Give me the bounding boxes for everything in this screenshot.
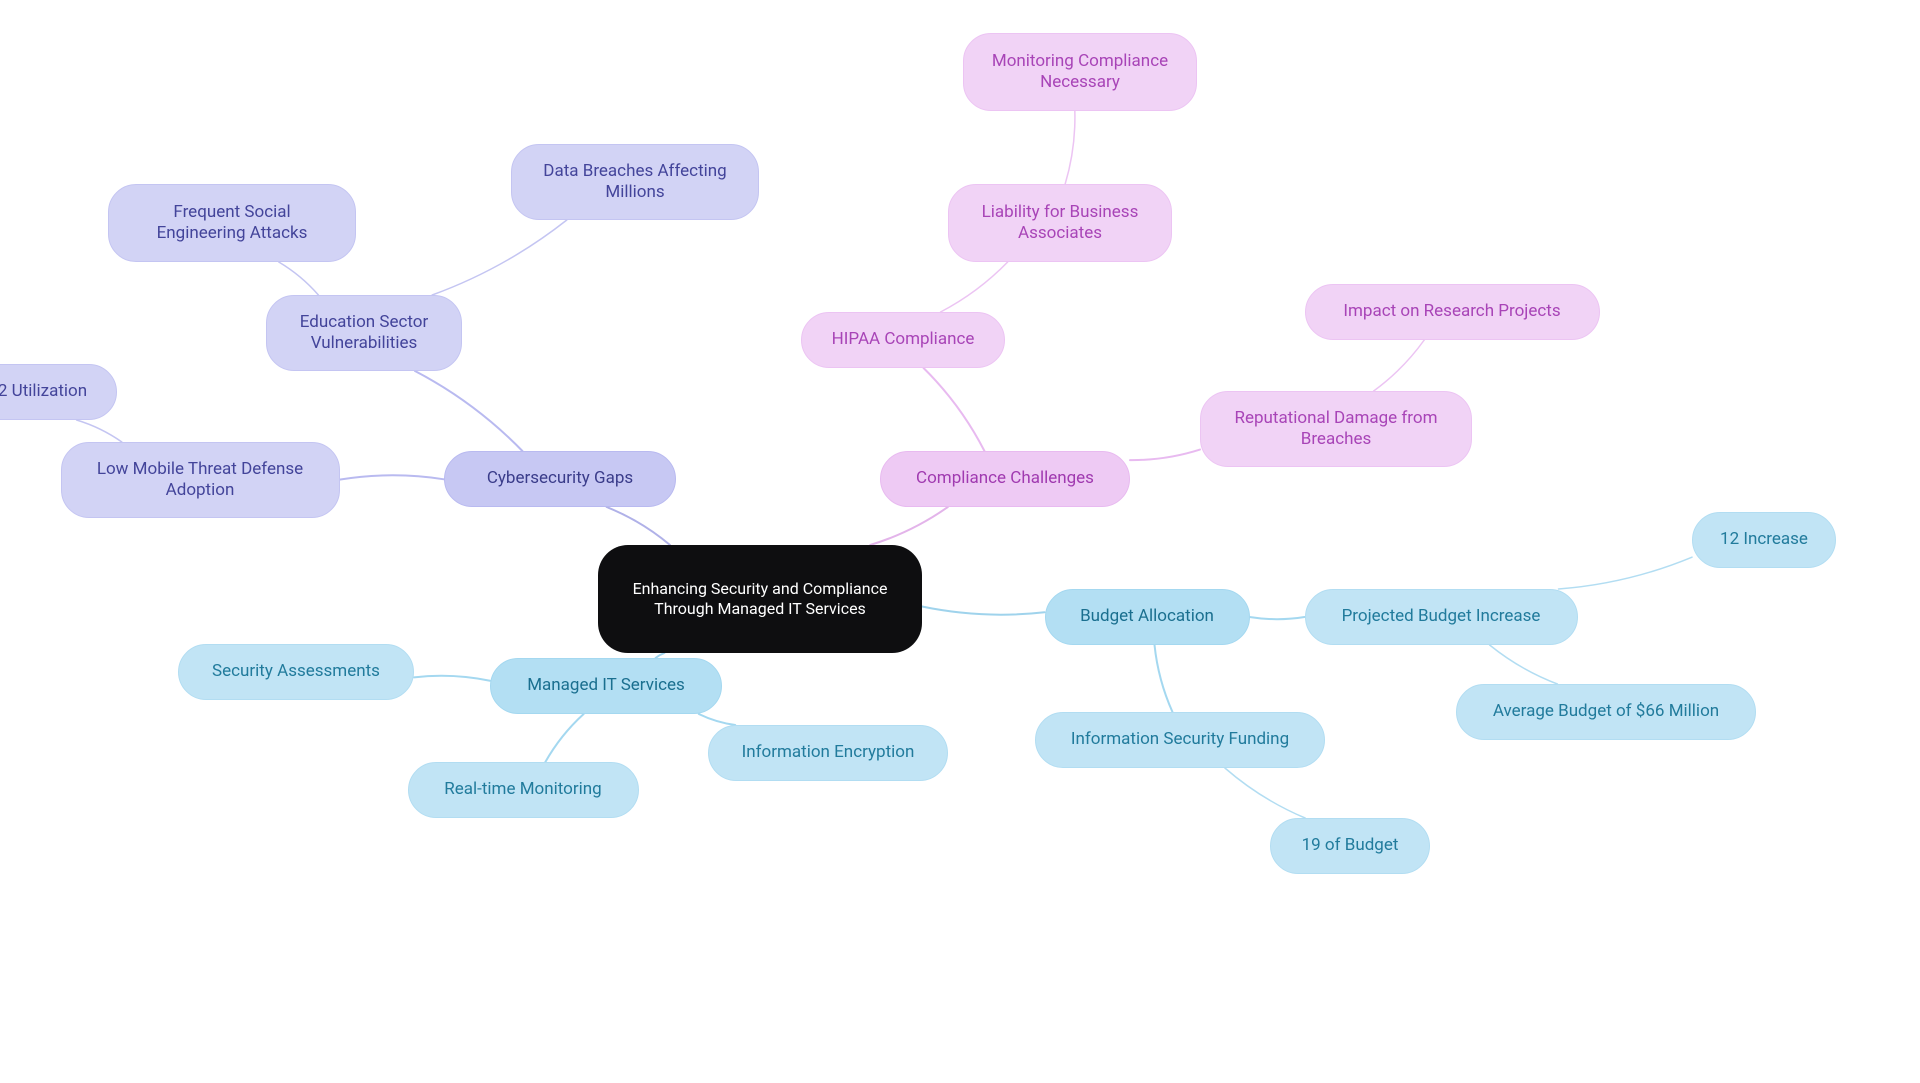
node-12-increase[interactable]: 12 Increase (1692, 512, 1836, 568)
node-information-encryption[interactable]: Information Encryption (708, 725, 948, 781)
mindmap-canvas: Enhancing Security and Compliance Throug… (0, 0, 1920, 1083)
node-budget-allocation[interactable]: Budget Allocation (1045, 589, 1250, 645)
node-low-mobile-threat-defense[interactable]: Low Mobile Threat Defense Adoption (61, 442, 340, 518)
node-data-breaches[interactable]: Data Breaches Affecting Millions (511, 144, 759, 220)
node-liability-business-associates[interactable]: Liability for Business Associates (948, 184, 1172, 262)
node-compliance-challenges[interactable]: Compliance Challenges (880, 451, 1130, 507)
node-realtime-monitoring[interactable]: Real-time Monitoring (408, 762, 639, 818)
node-root[interactable]: Enhancing Security and Compliance Throug… (598, 545, 922, 653)
node-social-engineering-attacks[interactable]: Frequent Social Engineering Attacks (108, 184, 356, 262)
node-19-of-budget[interactable]: 19 of Budget (1270, 818, 1430, 874)
node-hipaa-compliance[interactable]: HIPAA Compliance (801, 312, 1005, 368)
edge-layer (0, 0, 1920, 1083)
node-managed-it-services[interactable]: Managed IT Services (490, 658, 722, 714)
node-average-budget-66m[interactable]: Average Budget of $66 Million (1456, 684, 1756, 740)
node-information-security-funding[interactable]: Information Security Funding (1035, 712, 1325, 768)
node-security-assessments[interactable]: Security Assessments (178, 644, 414, 700)
node-impact-research[interactable]: Impact on Research Projects (1305, 284, 1600, 340)
node-education-sector-vulnerabilities[interactable]: Education Sector Vulnerabilities (266, 295, 462, 371)
node-reputational-damage[interactable]: Reputational Damage from Breaches (1200, 391, 1472, 467)
node-only-12-utilization[interactable]: Only 12 Utilization (0, 364, 117, 420)
node-cybersecurity-gaps[interactable]: Cybersecurity Gaps (444, 451, 676, 507)
node-projected-budget-increase[interactable]: Projected Budget Increase (1305, 589, 1578, 645)
node-monitoring-compliance[interactable]: Monitoring Compliance Necessary (963, 33, 1197, 111)
